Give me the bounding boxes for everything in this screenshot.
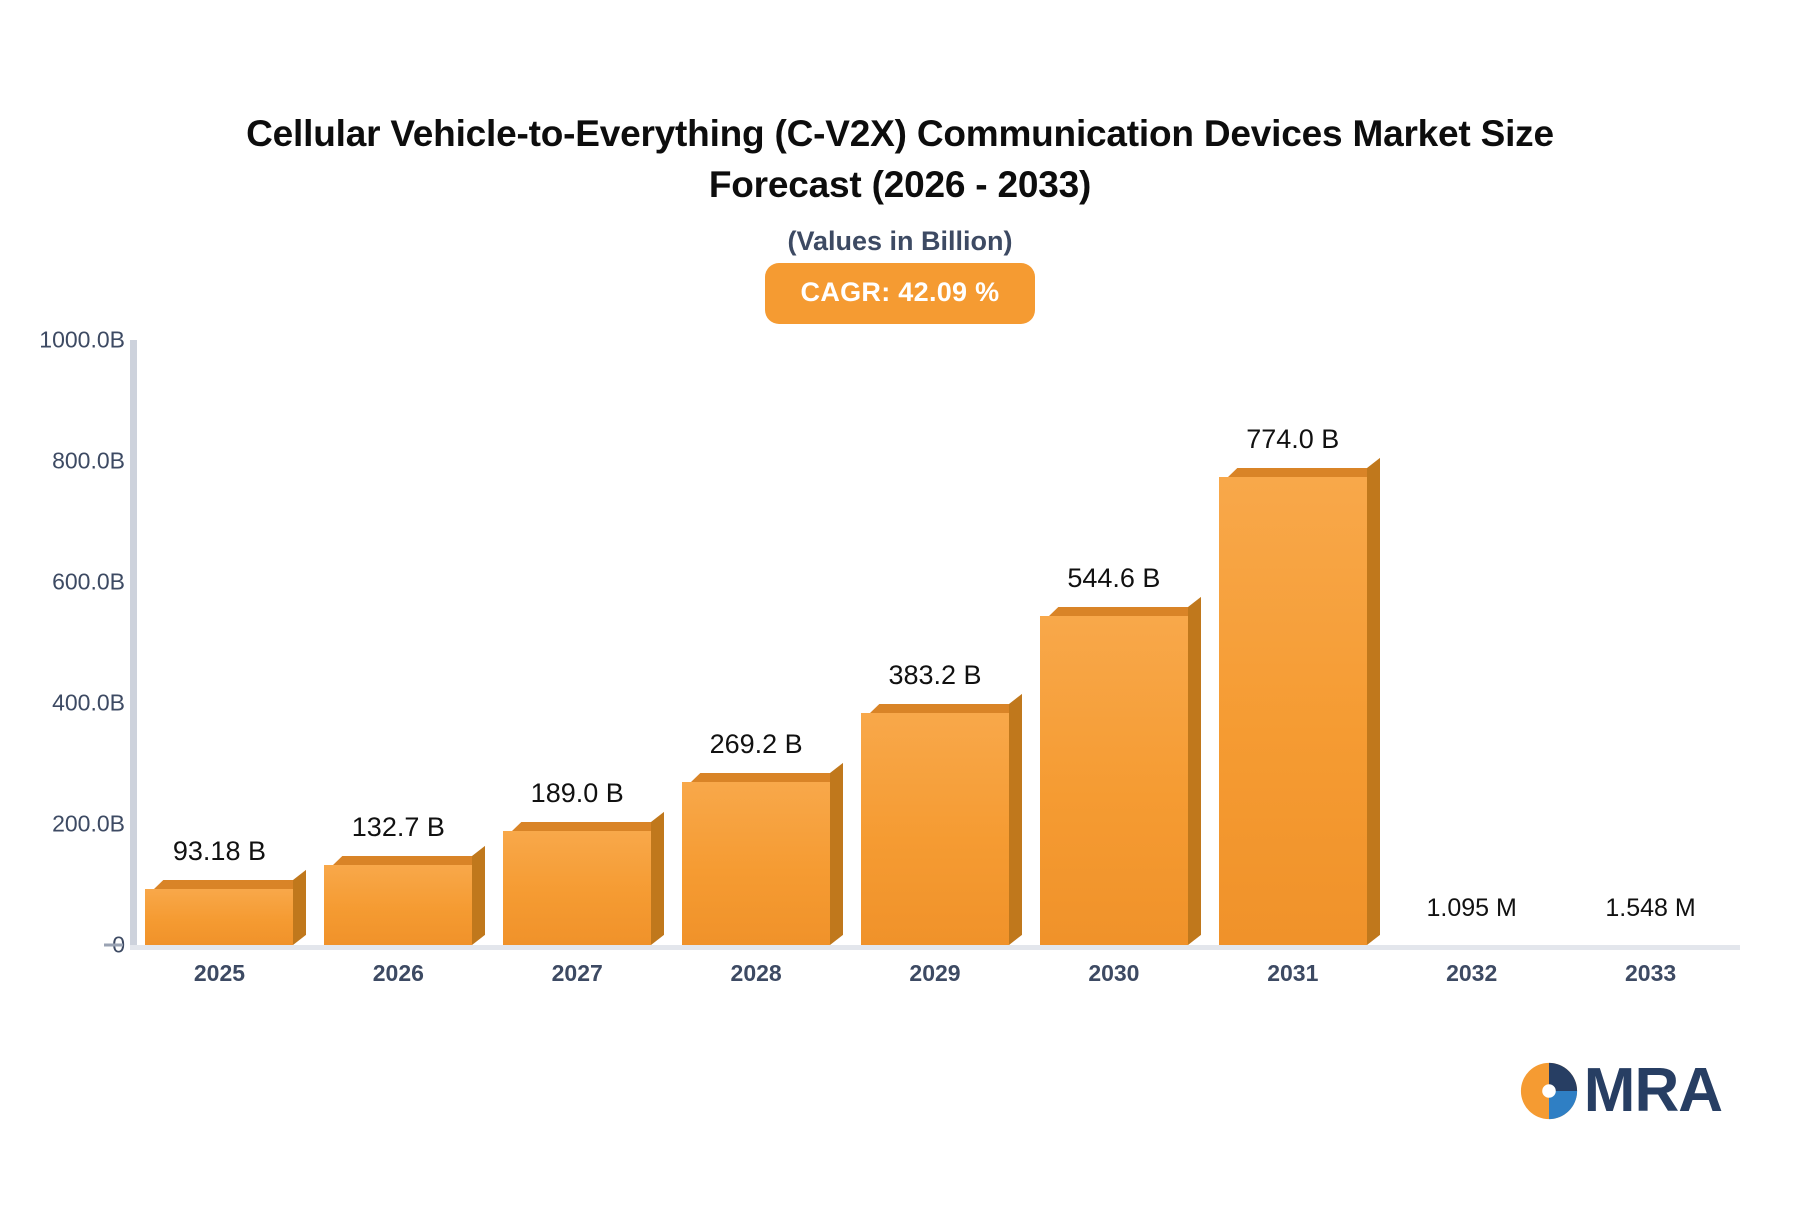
bar-top-face	[870, 704, 1019, 714]
bar-front-face[interactable]	[324, 845, 486, 945]
bar-value-label: 544.6 B	[1067, 562, 1161, 593]
bar-front-face[interactable]	[861, 694, 1022, 945]
y-axis-line	[130, 340, 137, 950]
bar-value-label: 383.2 B	[888, 660, 982, 691]
bar-slot[interactable]: 383.2 B	[846, 340, 1025, 945]
y-axis-tick-label: 1000.0B	[39, 326, 125, 353]
bar-column[interactable]: 132.7 B	[324, 812, 486, 945]
mra-logo: MRA	[1518, 1056, 1723, 1125]
bar-front-face[interactable]	[1039, 596, 1201, 945]
bar-front-face[interactable]	[682, 762, 844, 945]
bar-value-label: 189.0 B	[530, 777, 624, 808]
x-axis-tick-label: 2031	[1267, 960, 1319, 986]
bar-front-face[interactable]	[1218, 457, 1380, 945]
bar-side-face	[1366, 457, 1380, 945]
x-axis-tick-label: 2032	[1446, 960, 1498, 986]
bar-top-face	[691, 773, 840, 783]
bar-slot[interactable]: 774.0 B	[1203, 340, 1382, 945]
y-axis-tick-label: 200.0B	[52, 810, 125, 837]
x-axis-tick-label: 2027	[551, 960, 603, 986]
x-axis-tick-label: 2025	[193, 960, 246, 986]
bar-front-face[interactable]	[145, 869, 307, 945]
bar-top-face	[154, 879, 303, 889]
bar-side-face	[1009, 694, 1022, 945]
bar-value-label: 269.2 B	[709, 729, 803, 760]
title-block: Cellular Vehicle-to-Everything (C-V2X) C…	[0, 108, 1800, 257]
x-axis-ticks: 2025 2026 2027 2028 2029 2030 2031 2032 2033	[130, 960, 1740, 987]
bar-value-label: 93.18 B	[172, 835, 266, 866]
status-badge: CAGR: 42.09 %	[764, 263, 1036, 324]
x-axis-tick-label: 2026	[372, 960, 424, 986]
x-axis-tick-label: 2029	[909, 960, 961, 986]
x-axis-tick-label: 2030	[1088, 960, 1140, 986]
bar-column[interactable]: 383.2 B	[861, 660, 1022, 945]
bar-top-face	[1048, 606, 1198, 616]
cagr-badge-wrap: CAGR: 42.09 %	[0, 263, 1800, 324]
page-title: Cellular Vehicle-to-Everything (C-V2X) C…	[246, 113, 1554, 206]
x-axis-tick-label: 2028	[730, 960, 782, 986]
bar-slot[interactable]: 1.548 M	[1561, 340, 1740, 945]
pie-chart-icon	[1518, 1060, 1580, 1122]
bar-front-face[interactable]	[503, 811, 665, 945]
bar-side-face	[830, 762, 844, 945]
bar-top-face	[512, 821, 661, 831]
y-axis-tick-label: 800.0B	[52, 447, 125, 474]
bar-side-face	[293, 869, 307, 945]
bar-series: 93.18 B 132.7 B 189.0 B 269.2 B 383.2 B 544.6…	[130, 340, 1740, 945]
logo-text: MRA	[1583, 1056, 1723, 1125]
y-axis-tick-label: 400.0B	[52, 689, 125, 716]
bar-slot[interactable]: 544.6 B	[1024, 340, 1203, 945]
bar-slot[interactable]: 93.18 B	[130, 340, 309, 945]
bar-side-face	[1187, 596, 1201, 945]
y-axis-tick-label: 600.0B	[52, 568, 125, 595]
y-axis-tick-mark	[104, 943, 123, 947]
bar-column[interactable]: 544.6 B	[1039, 563, 1201, 945]
bar-slot[interactable]: 1.095 M	[1382, 340, 1561, 945]
bar-column[interactable]: 189.0 B	[503, 778, 665, 945]
x-axis-line	[130, 945, 1740, 950]
x-axis-tick-label: 2033	[1624, 960, 1677, 986]
bar-value-label: 1.548 M	[1605, 894, 1696, 922]
bar-value-label: 1.095 M	[1426, 894, 1517, 922]
bar-column[interactable]: 269.2 B	[682, 729, 844, 945]
chart-subtitle: (Values in Billion)	[787, 226, 1013, 257]
bar-slot[interactable]: 269.2 B	[667, 340, 846, 945]
bar-side-face	[651, 811, 665, 945]
bar-column[interactable]: 93.18 B	[145, 836, 307, 945]
bar-top-face	[333, 855, 482, 865]
bar-column[interactable]: 774.0 B	[1218, 424, 1380, 945]
bar-value-label: 774.0 B	[1246, 423, 1340, 454]
bar-slot[interactable]: 132.7 B	[309, 340, 488, 945]
bar-side-face	[472, 845, 486, 945]
bar-top-face	[1227, 467, 1377, 477]
bar-slot[interactable]: 189.0 B	[488, 340, 667, 945]
bar-value-label: 132.7 B	[351, 811, 445, 842]
